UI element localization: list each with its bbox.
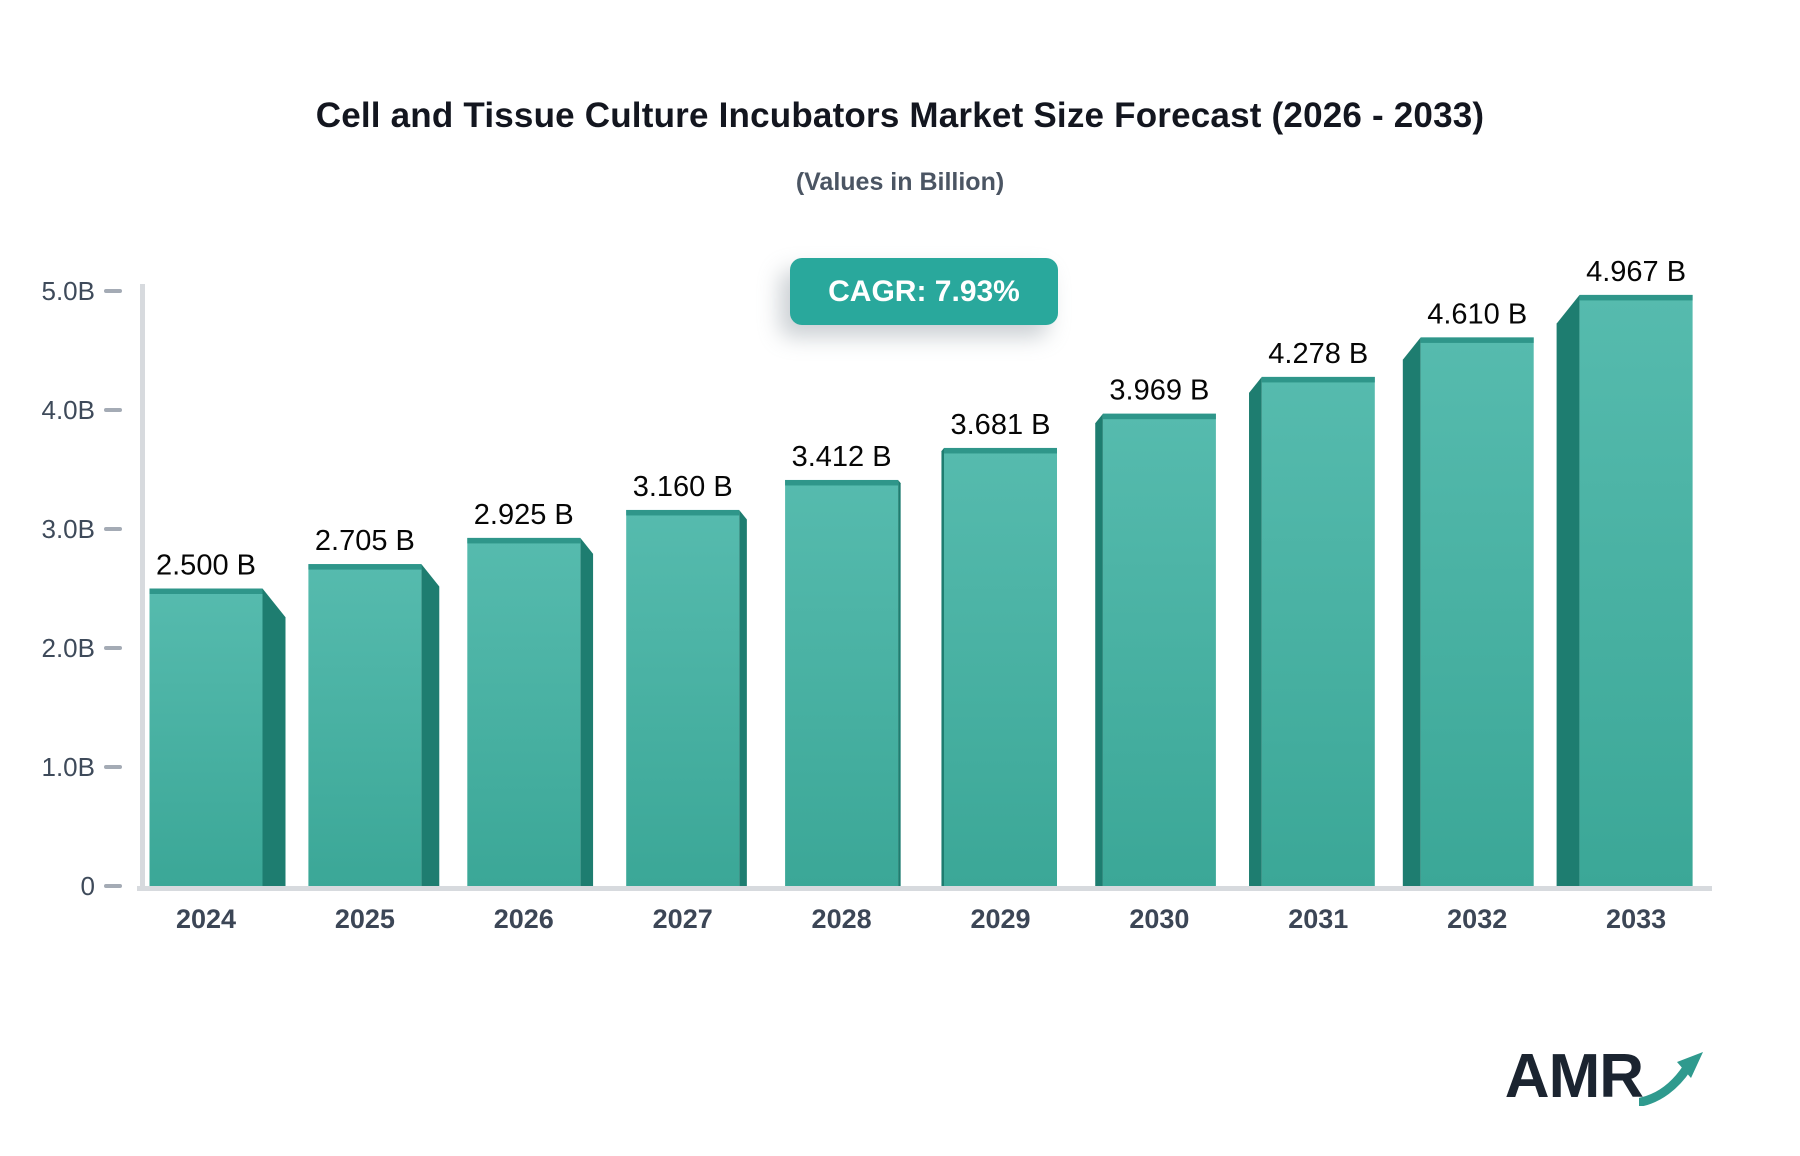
bar-side-face (898, 479, 901, 886)
y-tick-label: 3.0B (42, 514, 96, 544)
bar-side-face (1095, 413, 1103, 886)
y-tick-dash (104, 289, 122, 293)
bar-top-edge (1261, 376, 1375, 383)
chart-subtitle: (Values in Billion) (795, 168, 1005, 196)
chart-title: Cell and Tissue Culture Incubators Marke… (315, 96, 1485, 135)
x-tick-label: 2028 (812, 904, 872, 934)
bar-value-label: 4.278 B (1268, 338, 1368, 370)
bar (308, 564, 422, 886)
x-tick-label: 2030 (1129, 904, 1189, 934)
bar-value-label: 4.610 B (1427, 298, 1527, 330)
x-axis-line (137, 886, 1712, 891)
bar-top-edge (626, 509, 740, 516)
bar-side-face (1556, 294, 1580, 886)
bar-value-label: 3.681 B (951, 409, 1051, 441)
bar (1261, 376, 1375, 886)
x-tick-label: 2032 (1447, 904, 1507, 934)
y-tick-dash (104, 527, 122, 531)
y-tick-dash (104, 884, 122, 888)
x-tick-label: 2029 (970, 904, 1030, 934)
bar (626, 509, 740, 886)
y-tick-dash (104, 765, 122, 769)
y-tick-label: 2.0B (42, 633, 96, 663)
bar-value-label: 2.500 B (156, 550, 256, 582)
bar-side-face (580, 537, 594, 886)
bar-value-label: 3.969 B (1109, 375, 1209, 407)
bar-top-edge (467, 537, 581, 544)
x-tick-label: 2025 (335, 904, 395, 934)
x-tick-label: 2027 (653, 904, 713, 934)
bar-value-label: 3.160 B (633, 471, 733, 503)
bar-value-label: 2.705 B (315, 525, 415, 557)
x-tick-label: 2031 (1288, 904, 1348, 934)
bar-top-edge (1579, 294, 1693, 301)
bar-top-edge (944, 447, 1057, 454)
bar (1579, 294, 1693, 886)
bar-side-face (941, 447, 944, 886)
bar-top-edge (1420, 337, 1534, 343)
bar (1102, 413, 1216, 886)
bar-side-face (421, 564, 440, 886)
x-tick-label: 2033 (1606, 904, 1666, 934)
bar-side-face (262, 588, 286, 886)
x-tick-label: 2024 (176, 904, 236, 934)
y-axis-line (140, 284, 145, 891)
bar-top-edge (149, 588, 263, 594)
bar-top-edge (1102, 413, 1216, 420)
cagr-badge: CAGR: 7.93% (790, 258, 1058, 325)
x-tick-label: 2026 (494, 904, 554, 934)
y-tick-label: 0 (81, 871, 95, 901)
bar-value-label: 4.967 B (1586, 256, 1686, 288)
bar (1420, 337, 1534, 886)
bar-side-face (1402, 337, 1421, 886)
y-tick-label: 1.0B (42, 752, 96, 782)
bar-top-edge (308, 564, 422, 570)
amr-logo-text: AMR (1504, 1042, 1644, 1111)
y-tick-dash (104, 646, 122, 650)
y-tick-label: 5.0B (42, 276, 96, 306)
bar-side-face (739, 509, 747, 886)
y-tick-label: 4.0B (42, 395, 96, 425)
bar-value-label: 3.412 B (792, 441, 892, 473)
bar (785, 479, 899, 886)
amr-logo: AMR (1505, 1046, 1705, 1108)
bar (944, 447, 1057, 886)
y-tick-dash (104, 408, 122, 412)
bar (149, 588, 263, 886)
bar (467, 537, 581, 886)
growth-arrow-icon (1639, 1052, 1703, 1106)
bar-value-label: 2.925 B (474, 499, 574, 531)
bar-top-edge (785, 479, 899, 486)
bar-side-face (1249, 376, 1262, 886)
